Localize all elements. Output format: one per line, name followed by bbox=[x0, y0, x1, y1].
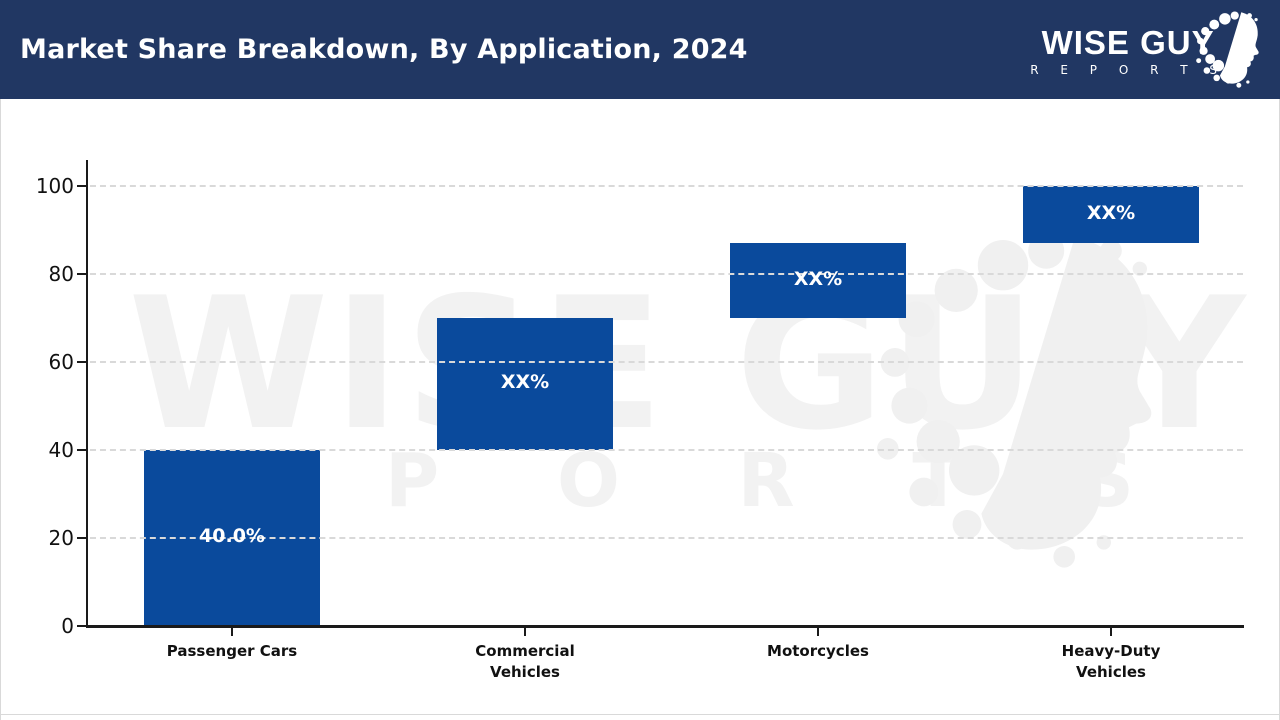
y-tick-label: 60 bbox=[48, 350, 74, 374]
y-axis-tick bbox=[77, 449, 86, 451]
header-bar: Market Share Breakdown, By Application, … bbox=[0, 0, 1280, 99]
bar-value-label: XX% bbox=[793, 267, 843, 290]
x-axis-tick bbox=[1110, 628, 1112, 636]
bar-value-label: XX% bbox=[500, 371, 550, 393]
bar bbox=[730, 243, 906, 318]
y-axis-tick bbox=[77, 625, 86, 627]
y-axis-line bbox=[86, 160, 88, 628]
y-tick-label: 100 bbox=[35, 174, 74, 198]
page-left-border bbox=[0, 99, 1, 720]
y-tick-label: 80 bbox=[48, 262, 74, 286]
x-category-label: Heavy-Duty Vehicles bbox=[1061, 642, 1161, 681]
y-axis-tick bbox=[77, 273, 86, 275]
watermark-face-logo bbox=[877, 232, 1152, 568]
y-axis-tick bbox=[77, 537, 86, 539]
x-category-label: Motorcycles bbox=[767, 642, 869, 660]
grid-line bbox=[90, 273, 1243, 275]
x-axis-line bbox=[86, 625, 1244, 628]
y-axis-tick bbox=[77, 361, 86, 363]
x-axis-tick bbox=[817, 628, 819, 636]
logo-subtitle: R E P O R T S bbox=[1030, 62, 1226, 77]
y-tick-label: 20 bbox=[48, 526, 74, 550]
x-axis-tick bbox=[524, 628, 526, 636]
bar bbox=[1023, 186, 1199, 244]
bar-value-label: 40.0% bbox=[199, 525, 265, 547]
page-bottom-border bbox=[0, 714, 1280, 715]
grid-line bbox=[90, 185, 1243, 187]
page-title: Market Share Breakdown, By Application, … bbox=[20, 34, 748, 65]
y-axis-tick bbox=[77, 185, 86, 187]
grid-line bbox=[90, 537, 1243, 539]
logo-wordmark: WISE GUY bbox=[1041, 23, 1215, 61]
wise-guy-reports-logo: WISE GUY R E P O R T S bbox=[1016, 6, 1266, 94]
x-category-label: Commercial Vehicles bbox=[475, 642, 575, 681]
x-category-label: Passenger Cars bbox=[166, 642, 298, 660]
chart-plot-area: 0 20 40 60 80 100 40.0% Passenger Cars XX% Commer… bbox=[0, 99, 1280, 714]
logo-text: WISE GUY R E P O R T S bbox=[1030, 24, 1226, 77]
grid-line bbox=[90, 361, 1243, 363]
bar-value-label: XX% bbox=[1086, 201, 1136, 224]
y-tick-label: 40 bbox=[48, 438, 74, 462]
x-axis-tick bbox=[231, 628, 233, 636]
grid-line bbox=[90, 449, 1243, 451]
y-tick-label: 0 bbox=[61, 614, 74, 638]
logo-face-icon bbox=[1196, 11, 1259, 88]
bar bbox=[437, 318, 613, 450]
